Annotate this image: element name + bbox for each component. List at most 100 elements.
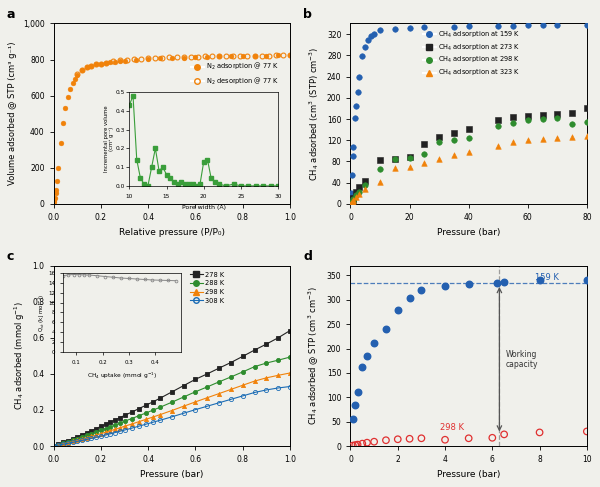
308 K (92, 434, 100, 440)
Text: Working
capacity: Working capacity (505, 350, 538, 369)
Point (347, 199, 356, 207)
Point (405, 435, 415, 443)
278 K (50, 443, 57, 449)
Point (358, 363, 367, 371)
298 K (180, 403, 187, 409)
Point (362, 352, 372, 360)
308 K (83, 436, 91, 442)
Point (346, 200, 356, 207)
Y-axis label: CH$_4$ adsorbed @ STP (cm$^3$ cm$^{-3}$): CH$_4$ adsorbed @ STP (cm$^3$ cm$^{-3}$) (307, 286, 321, 425)
Point (419, 23, 429, 31)
Point (346, 200, 356, 208)
288 K (149, 407, 157, 413)
Point (523, 136, 533, 144)
Point (348, 152, 358, 160)
308 K (59, 441, 67, 447)
288 K (83, 432, 91, 438)
Point (523, 21, 533, 29)
Point (567, 109, 577, 116)
Point (375, 156, 385, 164)
288 K (192, 389, 199, 394)
298 K (97, 431, 104, 436)
288 K (64, 439, 71, 445)
Point (535, 429, 544, 436)
Text: 298 K: 298 K (440, 424, 464, 432)
308 K (263, 387, 270, 393)
278 K (275, 335, 282, 341)
308 K (204, 403, 211, 409)
288 K (180, 394, 187, 400)
Point (464, 22, 473, 30)
288 K (55, 442, 62, 448)
278 K (79, 432, 86, 438)
Point (390, 25, 400, 33)
288 K (112, 422, 119, 428)
Point (370, 438, 379, 446)
288 K (107, 424, 114, 430)
288 K (168, 399, 175, 405)
Point (347, 199, 357, 207)
278 K (102, 421, 109, 427)
308 K (180, 411, 187, 416)
Point (348, 196, 358, 204)
288 K (239, 369, 247, 375)
298 K (116, 425, 124, 431)
298 K (227, 387, 235, 393)
308 K (79, 437, 86, 443)
Point (347, 199, 356, 207)
Point (361, 43, 370, 51)
278 K (239, 354, 247, 359)
Legend: N$_2$ adsorption @ 77 K, N$_2$ desorption @ 77 K: N$_2$ adsorption @ 77 K, N$_2$ desorptio… (188, 58, 282, 90)
278 K (157, 395, 164, 401)
Point (390, 165, 400, 172)
Point (419, 159, 429, 167)
288 K (59, 440, 67, 446)
278 K (204, 371, 211, 377)
Point (538, 111, 547, 119)
308 K (74, 438, 81, 444)
Point (553, 21, 562, 29)
Point (538, 21, 547, 29)
Point (347, 197, 357, 205)
Point (355, 188, 364, 196)
Point (390, 155, 400, 163)
Point (493, 122, 503, 130)
288 K (251, 364, 258, 370)
Point (493, 142, 503, 150)
298 K (74, 437, 81, 443)
Point (582, 276, 592, 283)
308 K (69, 440, 76, 446)
288 K (116, 420, 124, 426)
288 K (286, 354, 293, 360)
278 K (192, 376, 199, 382)
Point (347, 171, 357, 179)
Point (493, 116, 503, 124)
278 K (116, 415, 124, 421)
278 K (107, 419, 114, 425)
288 K (92, 429, 100, 435)
298 K (64, 440, 71, 446)
Point (582, 428, 592, 435)
Point (349, 195, 358, 203)
Point (364, 37, 373, 44)
Legend: CH$_4$ adsorption at 159 K, CH$_4$ adsorption at 273 K, CH$_4$ adsorption at 298: CH$_4$ adsorption at 159 K, CH$_4$ adsor… (420, 27, 523, 81)
Point (375, 165, 385, 173)
Point (416, 286, 426, 294)
Point (352, 188, 361, 196)
298 K (149, 414, 157, 420)
298 K (286, 370, 293, 376)
278 K (227, 359, 235, 365)
Point (523, 116, 533, 124)
298 K (107, 428, 114, 433)
Point (355, 183, 364, 191)
Point (553, 114, 562, 122)
Point (381, 325, 391, 333)
Point (553, 111, 562, 118)
278 K (215, 365, 223, 371)
Point (350, 114, 360, 122)
308 K (149, 419, 157, 425)
278 K (128, 409, 135, 415)
288 K (79, 434, 86, 440)
Point (393, 435, 403, 443)
Point (390, 155, 400, 163)
